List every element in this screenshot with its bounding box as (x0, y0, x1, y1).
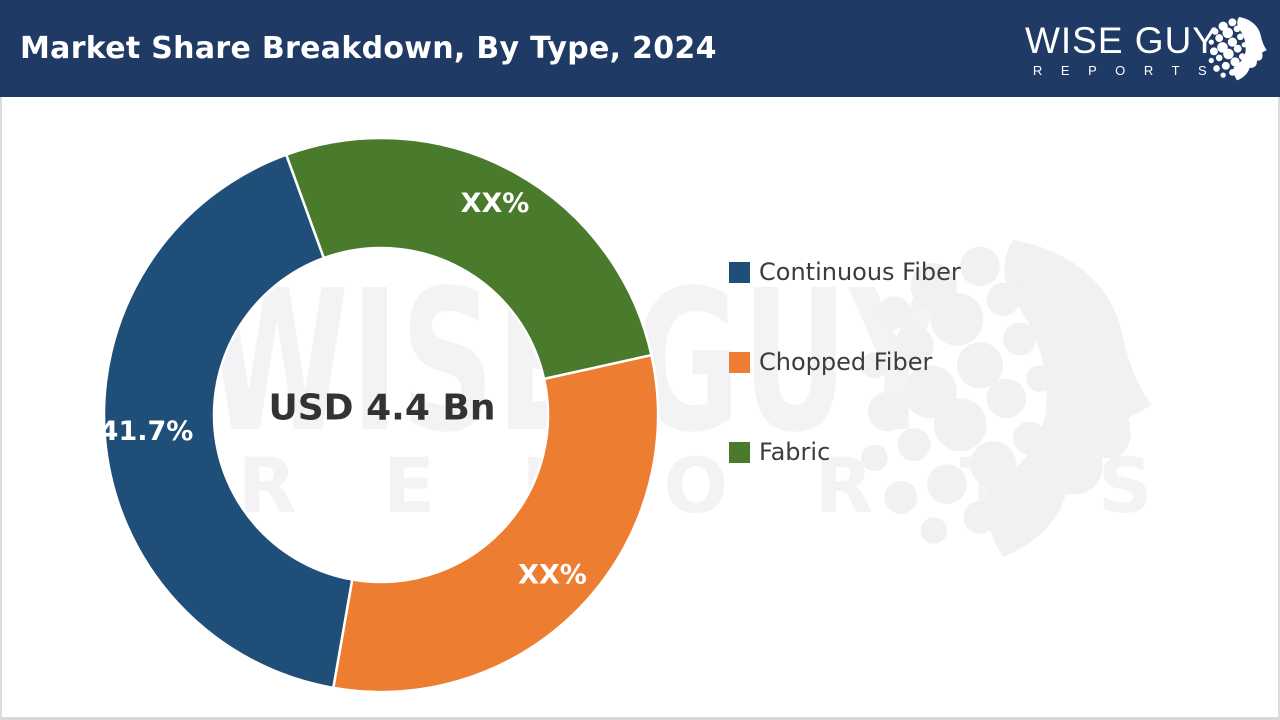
slice-label-continuous-fiber: 41.7% (100, 416, 194, 447)
legend-item-chopped-fiber: Chopped Fiber (729, 342, 961, 382)
page-border-right (1278, 97, 1280, 720)
slice-label-fabric: XX% (461, 188, 530, 219)
page-border-bottom (0, 717, 1280, 720)
legend: Continuous Fiber Chopped Fiber Fabric (729, 252, 961, 522)
brand-reports-text: R E P O R T S (1032, 63, 1215, 78)
header-bar (0, 0, 1280, 97)
legend-swatch-blue (729, 261, 750, 283)
pie-slice-fabric (285, 136, 653, 381)
donut-chart: 41.7% XX% XX% (100, 136, 660, 694)
legend-label: Continuous Fiber (759, 258, 961, 286)
brand-logo: WISE GUY R E P O R T S (1025, 6, 1272, 94)
pie-slice-chopped-fiber (332, 353, 660, 694)
brand-face-icon (1208, 17, 1267, 81)
legend-label: Chopped Fiber (759, 348, 933, 376)
legend-swatch-green (729, 441, 750, 463)
legend-swatch-orange (729, 351, 750, 373)
brand-wordmark: WISE GUY (1024, 20, 1218, 61)
page-title: Market Share Breakdown, By Type, 2024 (20, 31, 717, 66)
legend-label: Fabric (759, 438, 831, 466)
slice-label-chopped-fiber: XX% (518, 560, 587, 591)
watermark-face-icon (861, 240, 1152, 557)
pie-slice-continuous-fiber (102, 153, 354, 690)
page-border-left (0, 97, 2, 720)
legend-item-fabric: Fabric (729, 432, 961, 472)
legend-item-continuous-fiber: Continuous Fiber (729, 252, 961, 292)
center-value-label: USD 4.4 Bn (268, 387, 496, 429)
